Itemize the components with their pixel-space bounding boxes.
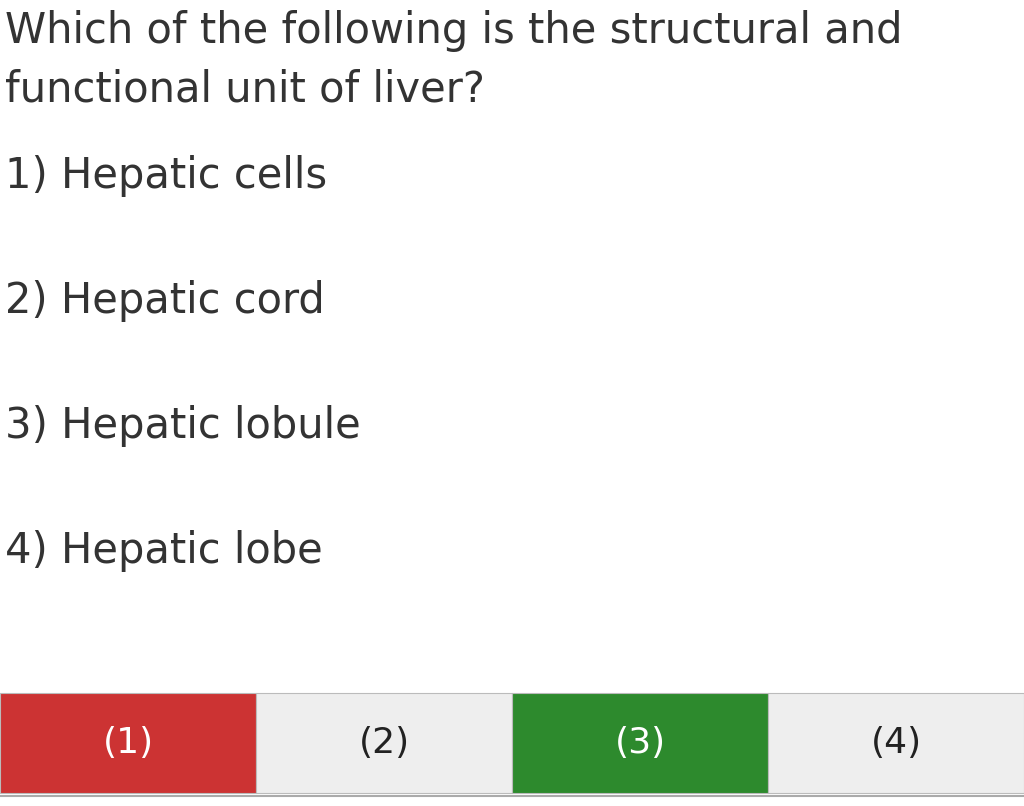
Bar <box>256 693 512 793</box>
Text: Which of the following is the structural and: Which of the following is the structural… <box>5 10 902 52</box>
Text: 2) Hepatic cord: 2) Hepatic cord <box>5 280 325 322</box>
Text: (3): (3) <box>614 726 666 760</box>
Bar <box>0 693 256 793</box>
Text: functional unit of liver?: functional unit of liver? <box>5 68 485 110</box>
Text: 1) Hepatic cells: 1) Hepatic cells <box>5 155 327 197</box>
Bar <box>512 693 768 793</box>
Text: 4) Hepatic lobe: 4) Hepatic lobe <box>5 530 323 572</box>
Bar <box>768 693 1024 793</box>
Text: 3) Hepatic lobule: 3) Hepatic lobule <box>5 405 360 447</box>
Text: (1): (1) <box>102 726 154 760</box>
Text: (4): (4) <box>870 726 922 760</box>
Text: (2): (2) <box>358 726 410 760</box>
